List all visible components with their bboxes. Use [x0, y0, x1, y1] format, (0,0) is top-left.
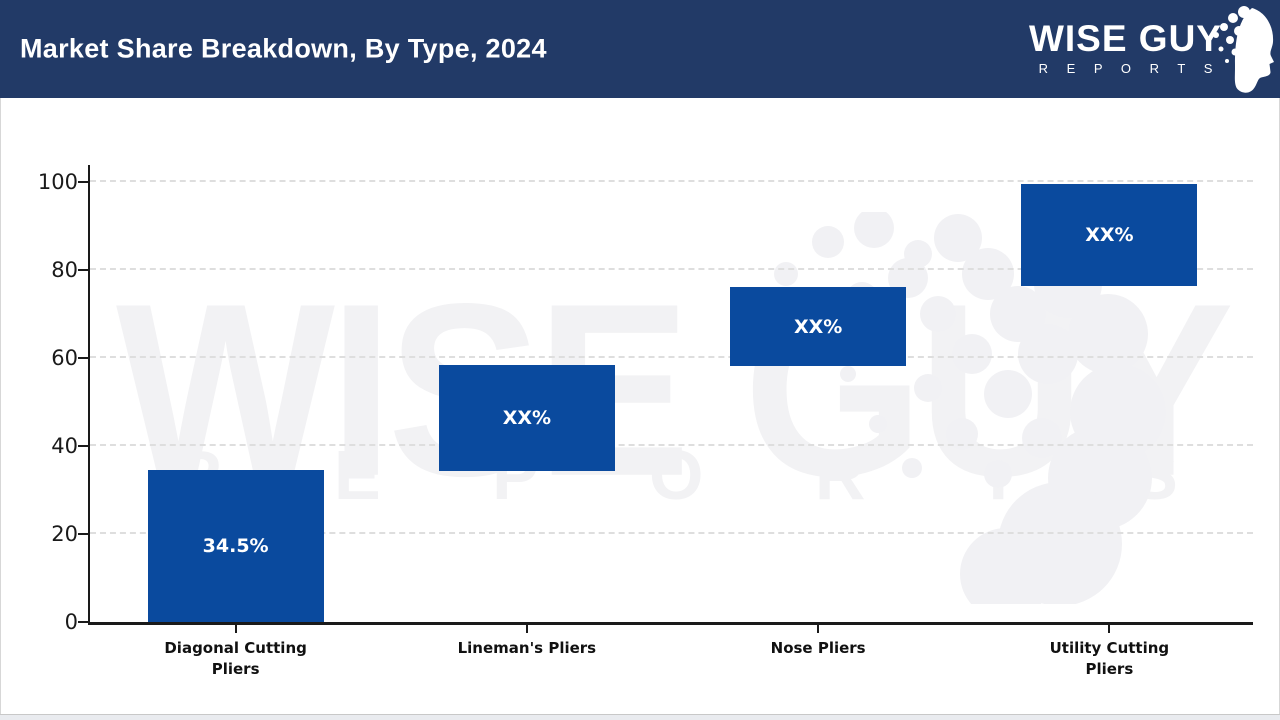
bar-value-label: XX%: [1085, 223, 1134, 246]
gridline: [90, 180, 1253, 182]
gridline: [90, 444, 1253, 446]
header-bar: Market Share Breakdown, By Type, 2024 WI…: [0, 0, 1280, 98]
y-tick-label: 60: [51, 346, 78, 370]
x-tick-mark: [817, 625, 820, 633]
x-category-label: Diagonal Cutting Pliers: [164, 639, 307, 678]
plot-area: 0 20 40 60 80 100 34.5% XX% XX% XX% Diagonal Cutti…: [38, 165, 1253, 678]
y-tick-label: 80: [51, 258, 78, 282]
bar: XX%: [730, 286, 907, 367]
gridline: [90, 356, 1253, 358]
bar-value-label: XX%: [502, 406, 552, 429]
y-tick-mark: [78, 357, 88, 359]
gridline: [90, 532, 1253, 534]
x-tick-mark: [234, 625, 237, 633]
x-category-label: Utility Cutting Pliers: [1049, 639, 1170, 678]
x-category-label: Nose Pliers: [770, 639, 866, 657]
gridline: [90, 268, 1253, 270]
x-tick-mark: [1108, 625, 1111, 633]
page-title: Market Share Breakdown, By Type, 2024: [20, 33, 547, 64]
y-tick-label: 20: [51, 522, 78, 546]
y-tick-label: 40: [51, 434, 78, 458]
bar: 34.5%: [147, 470, 324, 622]
y-tick-mark: [78, 621, 88, 623]
bar-value-label: XX%: [793, 315, 843, 338]
y-tick-mark: [78, 181, 88, 183]
y-tick-mark: [78, 445, 88, 447]
y-tick-label: 100: [37, 170, 78, 194]
y-tick-mark: [78, 533, 88, 535]
bar: XX%: [438, 364, 615, 472]
logo-subtitle: R E P O R T S: [1038, 60, 1220, 76]
x-category-label: Lineman's Pliers: [457, 639, 597, 657]
logo-wordmark: WISE GUY: [1028, 18, 1222, 59]
wiseguy-logo: WISE GUY R E P O R T S: [1028, 18, 1222, 76]
bottom-edge-strip: [0, 714, 1280, 720]
y-tick-label: 0: [64, 610, 78, 634]
bar: XX%: [1021, 183, 1198, 286]
y-tick-mark: [78, 269, 88, 271]
x-tick-mark: [525, 625, 528, 633]
bar-value-label: 34.5%: [202, 535, 269, 558]
wiseguy-face-icon: [1213, 6, 1274, 93]
